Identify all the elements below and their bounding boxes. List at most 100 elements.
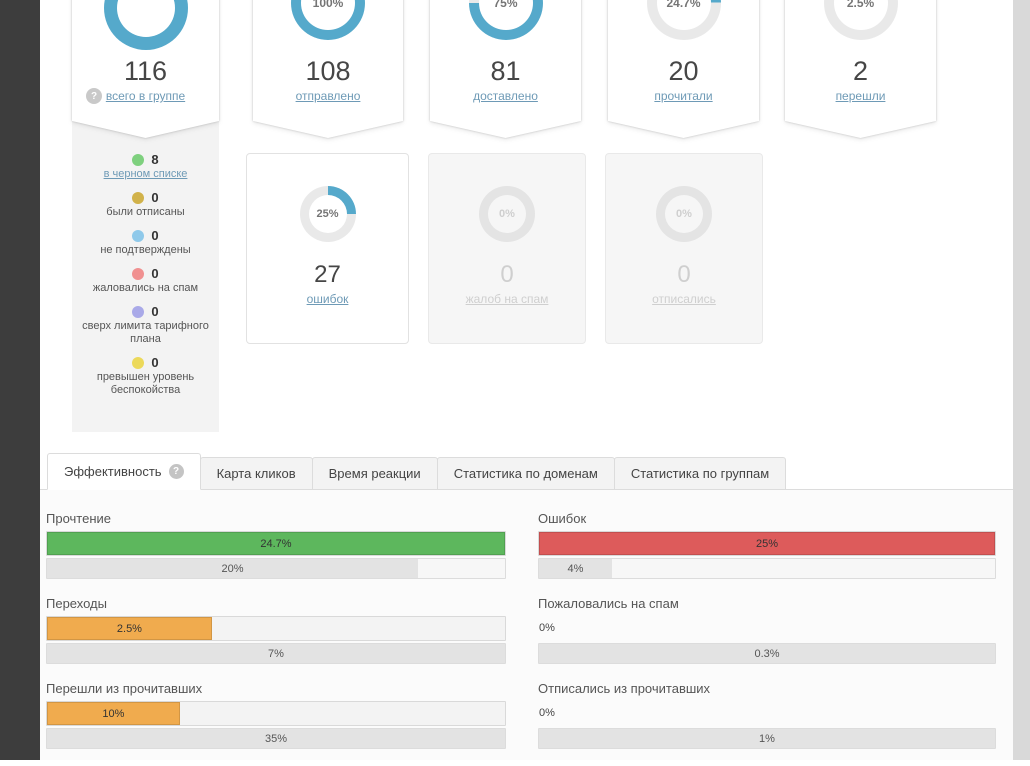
metric-average-label: 4% [567, 562, 584, 575]
metric-average-bar: 4% [538, 558, 996, 579]
stat-link-clicked[interactable]: перешли [835, 89, 886, 103]
legend-dot-olive [132, 191, 145, 204]
metric-average-fill: 7% [47, 644, 505, 663]
stat-link-spam: жалоб на спам [465, 292, 549, 306]
stat-value-unsubscribed: 0 [677, 261, 691, 288]
metric-average-label: 35% [264, 732, 288, 745]
metric-average-bar: 20% [46, 558, 506, 579]
metric-value-fill: 25% [539, 532, 995, 555]
stat-value-sent: 108 [305, 56, 351, 86]
legend-label: превышен уровень беспокойства [96, 371, 195, 396]
metric-group-clicks: Переходы 2.5% 7% [46, 596, 506, 664]
metric-average-bar: 35% [46, 728, 506, 749]
metric-average-bar: 7% [46, 643, 506, 664]
metric-group-errors: Ошибок 25% 4% [538, 511, 996, 579]
stat-link-unsubscribed: отписались [652, 292, 716, 306]
legend-value: 0 [151, 228, 159, 243]
metric-average-label: 1% [759, 732, 775, 745]
legend-dot-blue [132, 229, 145, 242]
metric-average-label: 0.3% [754, 647, 780, 660]
donut-sent: 100% [291, 0, 365, 40]
metric-title: Ошибок [538, 511, 587, 526]
metric-value-bar: 0% [538, 616, 996, 641]
metric-value-label: 24.7% [260, 537, 292, 550]
stat-value-delivered: 81 [490, 56, 521, 86]
donut-percent: 100% [312, 0, 344, 10]
legend-dot-green [132, 153, 145, 166]
legend-item-unconfirmed: 0 не подтверждены [72, 228, 219, 257]
metric-average-label: 20% [221, 562, 244, 575]
metric-average-bar: 0.3% [538, 643, 996, 664]
legend-item-anxiety-level: 0 превышен уровень беспокойства [72, 355, 219, 397]
donut-percent: 75% [493, 0, 518, 10]
tab-click-map[interactable]: Карта кликов [199, 457, 313, 490]
metric-title: Пожаловались на спам [538, 596, 679, 611]
metric-value-label: 2.5% [116, 622, 142, 635]
tab-bar: Эффективность ? Карта кликов Время реакц… [47, 453, 787, 490]
donut-total [103, 0, 188, 50]
help-icon[interactable]: ? [86, 88, 102, 104]
metric-average-fill: 4% [539, 559, 612, 578]
donut-read: 24.7% [646, 0, 721, 40]
metrics-column-left: Прочтение 24.7% 20% Переходы 2.5% 7% Пер… [46, 511, 506, 766]
metrics-column-right: Ошибок 25% 4% Пожаловались на спам 0% 0.… [538, 511, 996, 766]
donut-errors: 25% [299, 186, 356, 242]
metric-title: Прочтение [46, 511, 111, 526]
metric-average-bar: 1% [538, 728, 996, 749]
legend-item-unsubscribed: 0 были отписаны [72, 190, 219, 219]
legend-value: 0 [151, 355, 159, 370]
metric-group-spam-complaints: Пожаловались на спам 0% 0.3% [538, 596, 996, 664]
donut-unsubscribed: 0% [656, 186, 712, 242]
metric-average-fill: 35% [47, 729, 505, 748]
left-sidebar [0, 0, 40, 760]
stat-value-clicked: 2 [852, 56, 869, 86]
tab-label: Статистика по доменам [453, 466, 598, 481]
metric-value-label: 0% [539, 707, 555, 719]
tab-label: Время реакции [328, 466, 421, 481]
metric-value-bar: 24.7% [46, 531, 506, 556]
metric-average-fill: 20% [47, 559, 418, 578]
stat-link-read[interactable]: прочитали [654, 89, 713, 103]
stat-link-errors[interactable]: ошибок [306, 292, 349, 306]
metric-value-bar: 25% [538, 531, 996, 556]
stat-value-read: 20 [668, 56, 699, 86]
metric-average-label: 7% [268, 647, 284, 660]
help-icon[interactable]: ? [168, 464, 184, 479]
stat-link-total[interactable]: всего в группе [105, 89, 186, 103]
legend-item-over-limit: 0 сверх лимита тарифного плана [72, 304, 219, 346]
blacklist-panel: 8 в черном списке 0 были отписаны 0 не п… [72, 120, 219, 432]
tab-domain-stats[interactable]: Статистика по доменам [436, 457, 615, 490]
donut-percent: 25% [316, 208, 339, 220]
donut-percent: 0% [676, 208, 692, 220]
metric-value-fill: 24.7% [47, 532, 505, 555]
legend-dot-red [132, 267, 145, 280]
legend-dot-yellow [132, 356, 145, 369]
donut-spam: 0% [479, 186, 535, 242]
metric-value-bar: 10% [46, 701, 506, 726]
metric-group-clicked-from-read: Перешли из прочитавших 10% 35% [46, 681, 506, 749]
scrollbar[interactable] [1013, 0, 1030, 760]
donut-percent: 24.7% [666, 0, 701, 10]
legend-label-link[interactable]: в черном списке [103, 168, 188, 180]
donut-percent: 2.5% [846, 0, 875, 10]
metric-title: Отписались из прочитавших [538, 681, 711, 696]
tab-group-stats[interactable]: Статистика по группам [613, 457, 787, 490]
tab-effectiveness[interactable]: Эффективность ? [47, 453, 201, 490]
stat-value-errors: 27 [314, 261, 341, 288]
stat-card-delivered: 75% 81 доставлено [430, 0, 581, 138]
stat-value-spam: 0 [500, 261, 514, 288]
metric-value-fill: 10% [47, 702, 180, 725]
legend-value: 0 [151, 266, 159, 281]
legend-value: 0 [151, 304, 159, 319]
stat-card-errors: 25% 27 ошибок [246, 153, 409, 344]
stat-card-unsubscribed: 0% 0 отписались [605, 153, 763, 344]
tab-label: Эффективность [64, 464, 162, 479]
tab-reaction-time[interactable]: Время реакции [311, 457, 438, 490]
metric-average-fill: 0.3% [539, 644, 995, 663]
stat-value-total: 116 [123, 56, 168, 86]
legend-item-blacklist: 8 в черном списке [72, 152, 219, 181]
legend-label: не подтверждены [100, 244, 191, 256]
legend-value: 0 [151, 190, 159, 205]
stat-link-delivered[interactable]: доставлено [473, 89, 538, 103]
stat-link-sent[interactable]: отправлено [295, 89, 361, 103]
